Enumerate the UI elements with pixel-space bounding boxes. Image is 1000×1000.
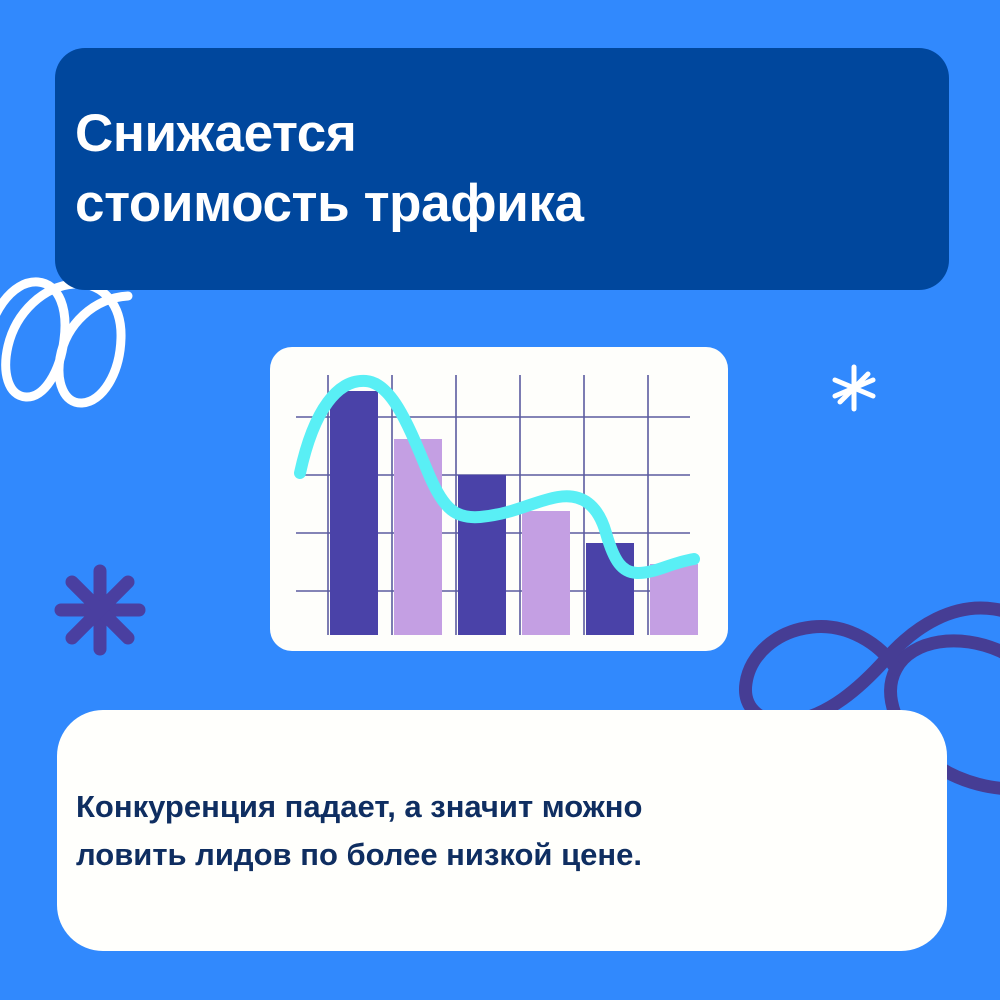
chart-trend-line [294, 374, 700, 579]
body-card: Конкуренция падает, а значит можно ловит… [57, 710, 947, 951]
title-card: Снижается стоимость трафика [55, 48, 949, 290]
bar-1 [330, 391, 378, 635]
body-text: Конкуренция падает, а значит можно ловит… [76, 789, 643, 872]
asterisk-white-icon [832, 364, 876, 412]
page-title: Снижается стоимость трафика [75, 104, 584, 233]
bar-2 [394, 439, 442, 635]
bar-chart-graphic [294, 374, 700, 635]
asterisk-purple-icon [54, 564, 146, 656]
bar-4 [522, 511, 570, 635]
chart-card [270, 347, 728, 651]
bar-6 [650, 564, 698, 635]
bar-3 [458, 475, 506, 635]
